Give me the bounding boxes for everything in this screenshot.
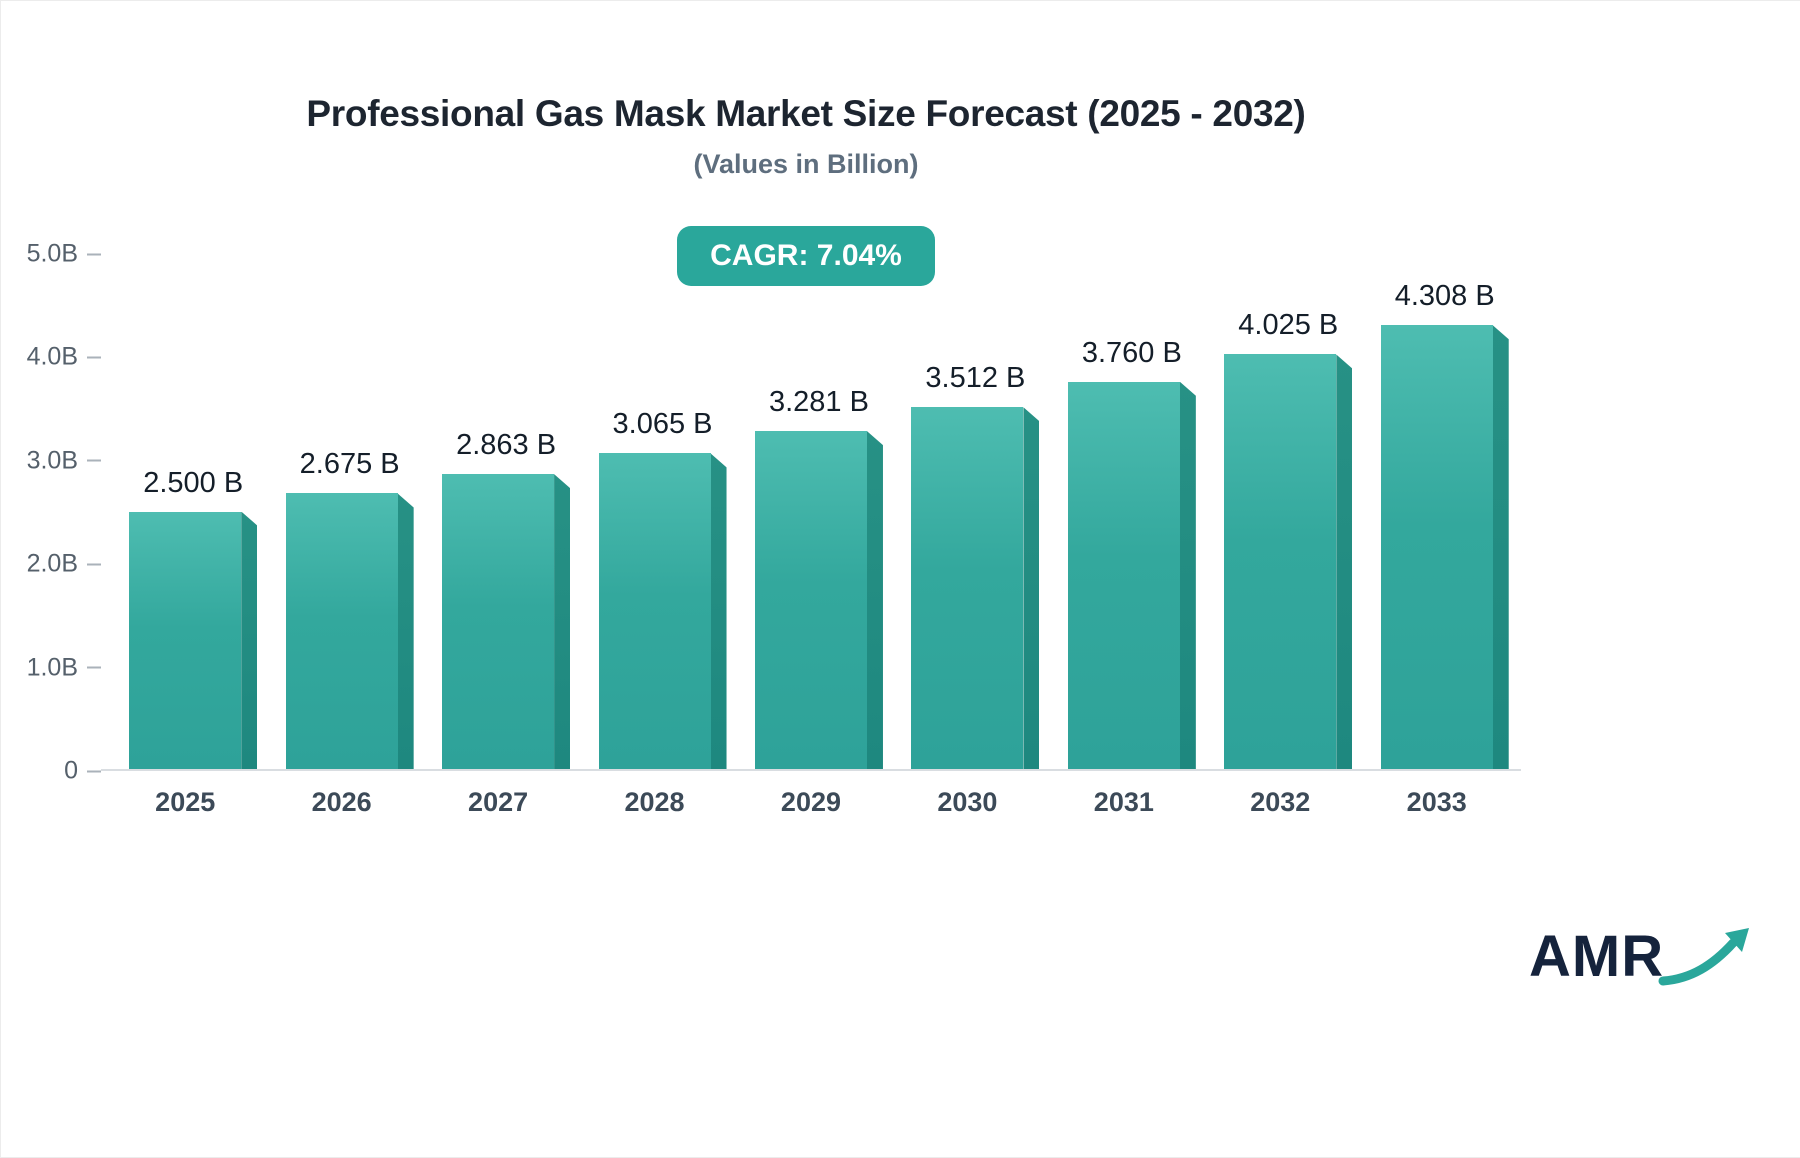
bar-group: 3.065 B 2028 (576, 254, 732, 817)
bar-value-label: 3.512 B (925, 362, 1026, 395)
bars: 2.500 B 2025 2.675 B 2026 2.863 B 2027 3.065 B… (101, 254, 1521, 817)
bar: 2.500 B (129, 467, 243, 769)
y-axis-tick: 1.0B (27, 653, 101, 682)
y-axis-tick-mark (87, 666, 101, 669)
y-axis-tick-label: 3.0B (26, 446, 78, 475)
logo-arrow-icon (1658, 928, 1749, 986)
bar: 4.308 B (1380, 280, 1495, 769)
amr-logo: AMR (1529, 913, 1749, 1003)
bar-value-label: 2.863 B (456, 429, 557, 462)
bar: 3.512 B (911, 362, 1025, 769)
y-axis-tick-mark (87, 563, 101, 566)
chart-subtitle: (Values in Billion) (693, 149, 919, 179)
y-axis-tick-label: 5.0B (26, 239, 78, 268)
bar-value-label: 3.760 B (1081, 336, 1182, 369)
x-axis-label: 2031 (1093, 787, 1154, 817)
y-axis-tick: 5.0B (27, 240, 101, 269)
y-axis-tick: 2.0B (27, 550, 101, 579)
bar: 3.065 B (598, 408, 713, 769)
bar-group: 4.308 B 2033 (1359, 254, 1515, 817)
cagr-badge: CAGR: 7.04% (677, 226, 935, 286)
x-axis-label: 2026 (311, 787, 372, 817)
bar-value-label: 2.675 B (299, 448, 400, 481)
chart-title: Professional Gas Mask Market Size Foreca… (306, 93, 1306, 134)
y-axis: 5.0B 4.0B 3.0B 2.0B 1.0B 0 (1, 240, 101, 785)
bar-value-label: 3.281 B (768, 386, 869, 419)
x-axis-label: 2029 (780, 787, 841, 817)
y-axis-tick: 3.0B (27, 446, 101, 475)
y-axis-tick-mark (87, 253, 101, 255)
chart-header: Professional Gas Mask Market Size Foreca… (1, 1, 1611, 180)
y-axis-tick-mark (87, 459, 101, 462)
y-axis-tick-mark (87, 356, 101, 359)
bar: 3.281 B (754, 386, 869, 769)
bar: 2.675 B (285, 448, 400, 769)
bar-value-label: 3.065 B (612, 408, 713, 441)
bar-group: 4.025 B 2032 (1202, 254, 1358, 817)
amr-logo-text: AMR (1529, 924, 1665, 989)
x-axis-label: 2032 (1250, 787, 1311, 817)
bar-group: 3.512 B 2030 (889, 254, 1045, 817)
x-axis-label: 2027 (468, 787, 529, 817)
y-axis-tick-label: 4.0B (26, 342, 78, 371)
cagr-badge-wrap: CAGR: 7.04% (1, 226, 1611, 286)
bar-group: 2.863 B 2027 (420, 254, 576, 817)
x-axis-label: 2030 (937, 787, 998, 817)
y-axis-tick: 4.0B (27, 343, 101, 372)
x-axis-label: 2025 (155, 787, 216, 817)
bar-group: 3.760 B 2031 (1046, 254, 1202, 817)
bar: 4.025 B (1224, 309, 1338, 769)
y-axis-tick-label: 0 (64, 756, 78, 785)
bar-group: 2.675 B 2026 (263, 254, 419, 817)
y-axis-tick: 0 (64, 757, 101, 786)
y-axis-tick-label: 1.0B (26, 653, 78, 682)
x-axis-label: 2028 (624, 787, 685, 817)
bar-value-label: 4.025 B (1238, 309, 1339, 342)
bar-group: 2.500 B 2025 (107, 254, 263, 817)
y-axis-tick-mark (87, 770, 101, 772)
bar: 2.863 B (442, 429, 556, 769)
x-axis-label: 2033 (1406, 787, 1467, 817)
bar-group: 3.281 B 2029 (733, 254, 889, 817)
bar-value-label: 2.500 B (143, 466, 244, 499)
bar: 3.760 B (1067, 337, 1182, 769)
y-axis-tick-label: 2.0B (26, 549, 78, 578)
bar-value-label: 4.308 B (1394, 280, 1495, 313)
